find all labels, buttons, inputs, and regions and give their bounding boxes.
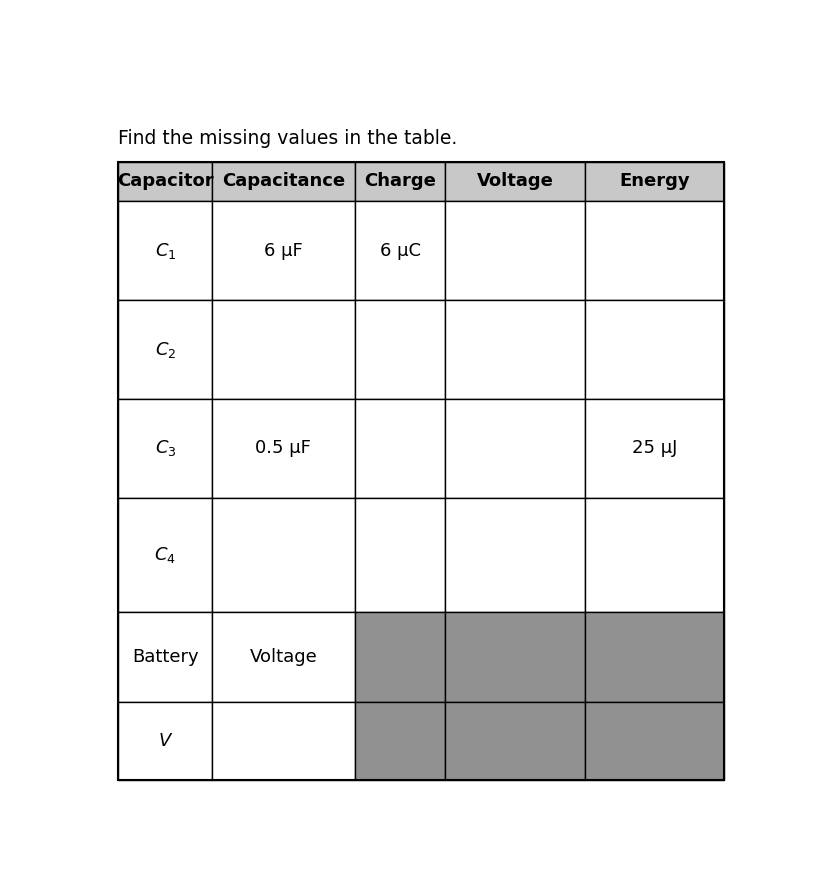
Text: Voltage: Voltage — [476, 173, 553, 190]
Text: Find the missing values in the table.: Find the missing values in the table. — [118, 129, 457, 148]
Text: $C_2$: $C_2$ — [155, 340, 176, 360]
Text: 25 μJ: 25 μJ — [631, 440, 676, 457]
Bar — [584, 300, 723, 399]
Bar — [212, 162, 354, 201]
Text: 0.5 μF: 0.5 μF — [256, 440, 311, 457]
Text: $C_4$: $C_4$ — [154, 545, 176, 565]
Bar — [118, 611, 212, 702]
Bar — [354, 300, 445, 399]
Bar — [354, 702, 445, 780]
Bar — [354, 498, 445, 611]
Bar — [118, 702, 212, 780]
Text: Capacitance: Capacitance — [222, 173, 345, 190]
Bar — [118, 300, 212, 399]
Bar — [584, 498, 723, 611]
Text: $C_1$: $C_1$ — [155, 240, 176, 261]
Bar — [212, 300, 354, 399]
Text: Capacitor: Capacitor — [117, 173, 214, 190]
Bar — [354, 201, 445, 300]
Text: Battery: Battery — [132, 648, 198, 666]
Text: $V$: $V$ — [157, 732, 173, 750]
Text: 6 μF: 6 μF — [264, 242, 302, 260]
Bar — [212, 611, 354, 702]
Bar — [445, 611, 584, 702]
Bar — [445, 399, 584, 498]
Bar — [445, 162, 584, 201]
Bar — [212, 399, 354, 498]
Text: Energy: Energy — [618, 173, 689, 190]
Bar — [212, 201, 354, 300]
Bar — [445, 498, 584, 611]
Text: Charge: Charge — [364, 173, 436, 190]
Bar — [584, 702, 723, 780]
Text: 6 μC: 6 μC — [379, 242, 420, 260]
Bar — [445, 201, 584, 300]
Bar — [354, 399, 445, 498]
Bar — [584, 611, 723, 702]
Bar — [354, 611, 445, 702]
Bar — [118, 162, 212, 201]
Text: $C_3$: $C_3$ — [154, 439, 176, 458]
Bar — [445, 300, 584, 399]
Bar — [212, 702, 354, 780]
Bar — [445, 702, 584, 780]
Bar — [354, 162, 445, 201]
Bar — [118, 201, 212, 300]
Bar — [584, 162, 723, 201]
Text: Voltage: Voltage — [249, 648, 317, 666]
Bar — [212, 498, 354, 611]
Bar — [584, 201, 723, 300]
Bar — [118, 399, 212, 498]
Bar — [118, 498, 212, 611]
Bar — [584, 399, 723, 498]
